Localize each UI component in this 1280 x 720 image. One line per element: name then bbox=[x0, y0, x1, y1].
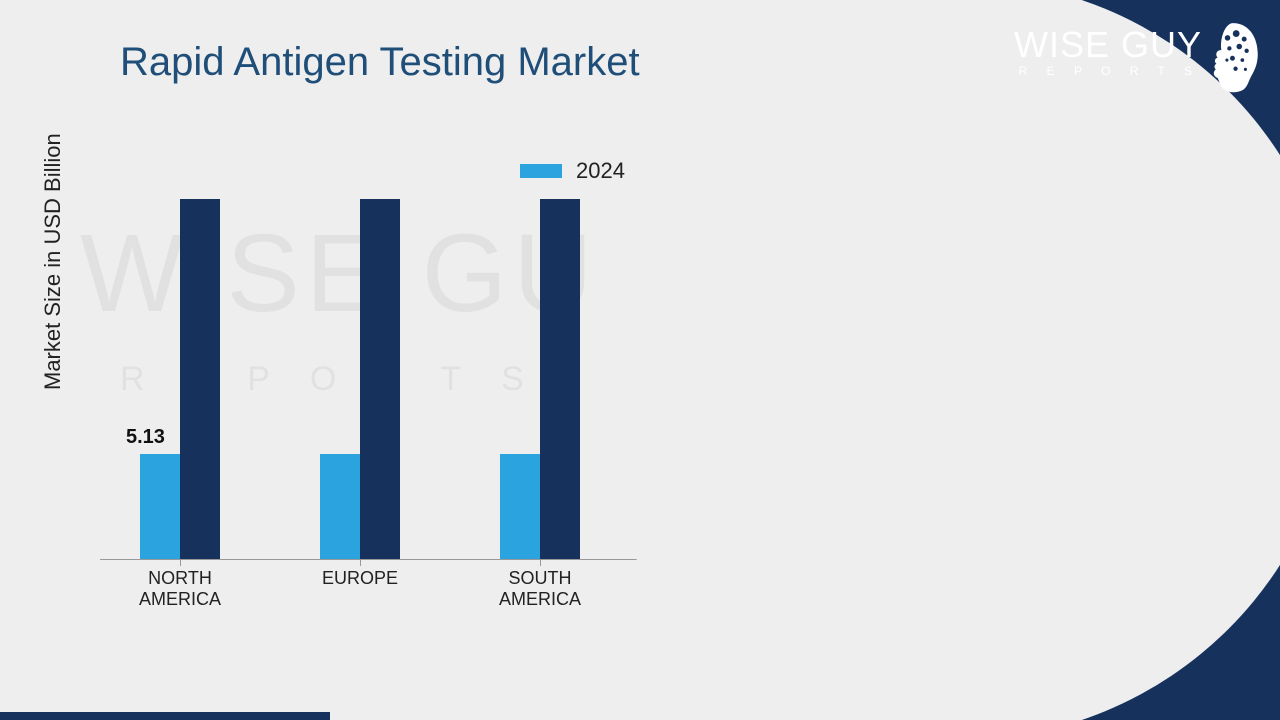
bar-group: 5.13 bbox=[100, 190, 260, 560]
legend-item-2024: 2024 bbox=[520, 158, 625, 184]
footer-accent-bar bbox=[0, 712, 330, 720]
legend-label-2024: 2024 bbox=[576, 158, 625, 184]
bar-2024 bbox=[500, 454, 540, 559]
canvas: WISE GUY REPORTS Rapid Antigen Testing M… bbox=[0, 0, 1280, 720]
x-axis-tick bbox=[180, 560, 181, 566]
bar-value-label: 5.13 bbox=[126, 426, 165, 449]
brand-logo: WISE GUY R E P O R T S bbox=[1014, 24, 1256, 78]
x-axis-tick bbox=[540, 560, 541, 566]
bar-group bbox=[280, 190, 440, 560]
bar-2024 bbox=[140, 454, 180, 559]
bar-2024 bbox=[320, 454, 360, 559]
bar-2032 bbox=[540, 199, 580, 559]
brand-head-icon bbox=[1198, 20, 1262, 94]
category-label: NORTHAMERICA bbox=[100, 568, 260, 609]
chart-title: Rapid Antigen Testing Market bbox=[120, 40, 640, 85]
bar-2032 bbox=[180, 199, 220, 559]
y-axis-label: Market Size in USD Billion bbox=[40, 133, 66, 390]
category-label: EUROPE bbox=[280, 568, 440, 589]
x-axis-tick bbox=[360, 560, 361, 566]
category-label: SOUTHAMERICA bbox=[460, 568, 620, 609]
circle-cutout bbox=[580, 0, 1280, 720]
bar-2032 bbox=[360, 199, 400, 559]
right-panel bbox=[960, 0, 1280, 720]
legend-swatch-2024 bbox=[520, 164, 562, 178]
